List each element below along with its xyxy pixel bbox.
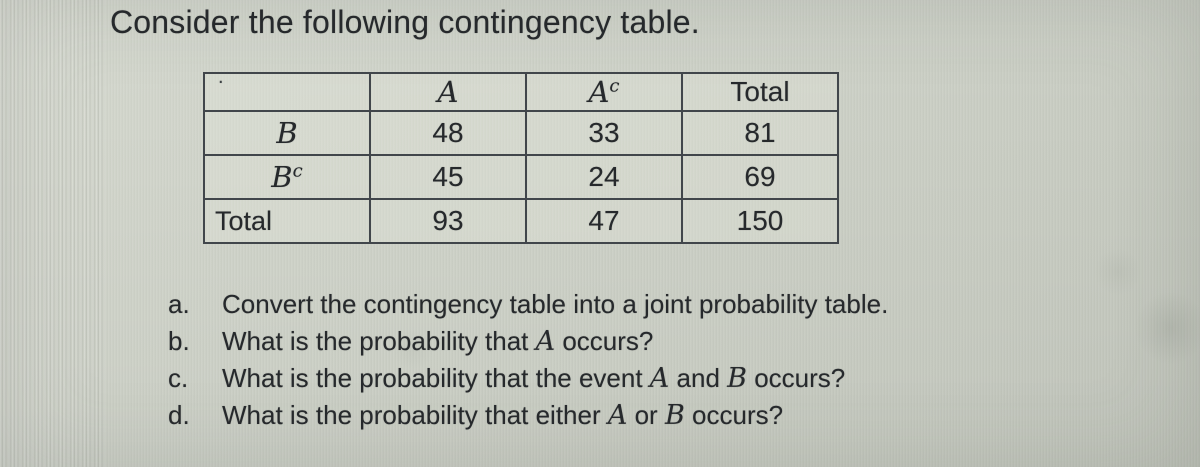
question-a: a. Convert the contingency table into a … [168,286,888,323]
cell-B-total: 81 [681,110,839,156]
question-b: b. What is the probability that A occurs… [168,323,888,360]
row-total-label: Total [215,205,273,236]
row-label-Bc: Bc [203,154,371,200]
question-c-text: What is the probability that the event A… [222,360,845,397]
row-Bc-sup: c [292,160,303,182]
question-a-pre: Convert the contingency table into a joi… [222,289,889,319]
question-b-post: occurs? [555,326,654,356]
column-header-A-complement: Ac [525,72,683,112]
row-label-total: Total [203,198,371,244]
row-label-B: B [203,110,371,156]
table-row-total: Total 93 47 150 [203,198,839,244]
header-A-label: A [437,75,459,109]
question-b-marker: b. [168,326,190,356]
question-d-pre: What is the probability that either [222,400,608,430]
question-b-math1: A [535,326,556,357]
question-d-math2: B [664,400,685,431]
cell-B-A: 48 [369,110,527,156]
question-a-text: Convert the contingency table into a joi… [222,286,888,323]
cell-Bc-Ac: 24 [525,154,683,200]
cell-total-A: 93 [369,198,527,244]
question-d: d. What is the probability that either A… [168,397,888,434]
problem-title: Consider the following contingency table… [110,4,700,40]
question-d-post: occurs? [684,400,784,430]
cell-grand-total: 150 [681,198,839,244]
table-row-B-complement: Bc 45 24 69 [203,154,839,200]
question-list: a. Convert the contingency table into a … [168,286,888,434]
question-c-mid: and [669,363,728,393]
cell-Bc-total: 69 [681,154,839,200]
question-b-pre: What is the probability that [222,326,536,356]
stray-dot: . [218,66,224,88]
header-Ac-sup: c [609,75,620,97]
column-header-total: Total [681,72,839,112]
column-header-A: A [369,72,527,112]
cell-B-Ac: 33 [525,110,683,156]
blank-header-cell: . [203,67,371,112]
question-d-marker: d. [168,400,190,430]
question-c-post: occurs? [746,363,846,393]
question-b-text: What is the probability that A occurs? [222,323,653,360]
row-Bc-label: B [271,160,293,194]
question-c-math2: B [727,363,747,394]
table-header-row: . A Ac Total [203,67,839,112]
question-d-mid: or [627,400,665,430]
question-c-math1: A [649,363,670,394]
question-c-pre: What is the probability that the event [222,363,650,393]
contingency-table: . A Ac Total B 48 33 81 Bc 45 24 69 [203,67,839,244]
header-total-label: Total [730,76,790,107]
cell-Bc-A: 45 [369,154,527,200]
table-row-B: B 48 33 81 [203,110,839,156]
question-d-math1: A [607,400,628,431]
header-Ac-label: A [588,75,610,109]
question-d-text: What is the probability that either A or… [222,397,783,434]
question-c: c. What is the probability that the even… [168,360,888,397]
cell-total-Ac: 47 [525,198,683,244]
question-a-marker: a. [168,289,190,319]
question-c-marker: c. [168,363,189,393]
row-B-label: B [276,116,298,150]
